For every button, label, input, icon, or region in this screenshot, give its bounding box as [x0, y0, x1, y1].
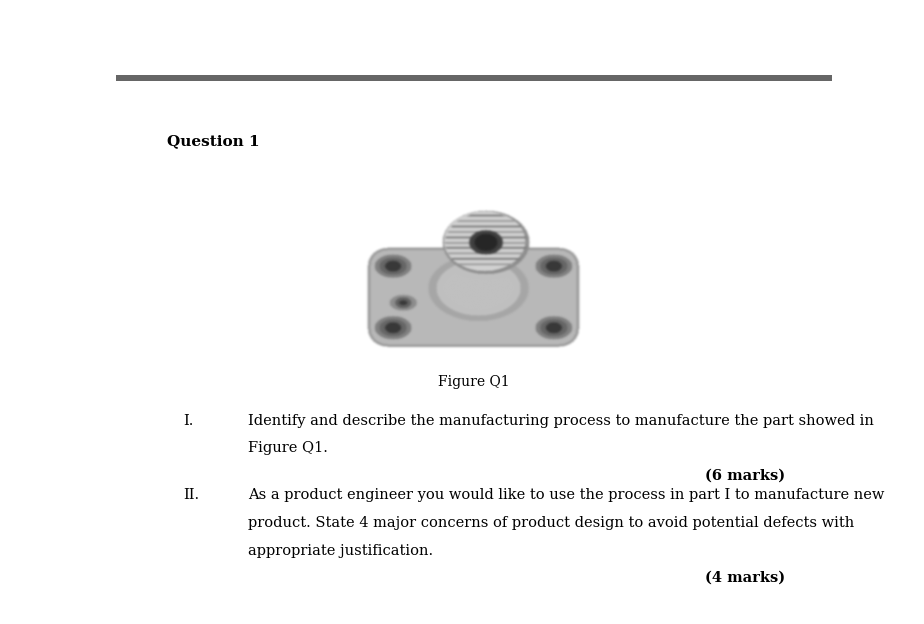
- Text: I.: I.: [184, 414, 194, 427]
- Text: (6 marks): (6 marks): [705, 469, 785, 483]
- Text: Question 1: Question 1: [167, 134, 260, 148]
- Text: (4 marks): (4 marks): [705, 571, 785, 585]
- Bar: [116, 75, 832, 81]
- Text: appropriate justification.: appropriate justification.: [248, 544, 433, 558]
- Text: product. State 4 major concerns of product design to avoid potential defects wit: product. State 4 major concerns of produ…: [248, 516, 854, 530]
- Text: Identify and describe the manufacturing process to manufacture the part showed i: Identify and describe the manufacturing …: [248, 414, 874, 427]
- Text: Figure Q1: Figure Q1: [438, 375, 509, 389]
- Text: Figure Q1.: Figure Q1.: [248, 442, 328, 456]
- Text: As a product engineer you would like to use the process in part I to manufacture: As a product engineer you would like to …: [248, 488, 884, 502]
- Text: II.: II.: [184, 488, 200, 502]
